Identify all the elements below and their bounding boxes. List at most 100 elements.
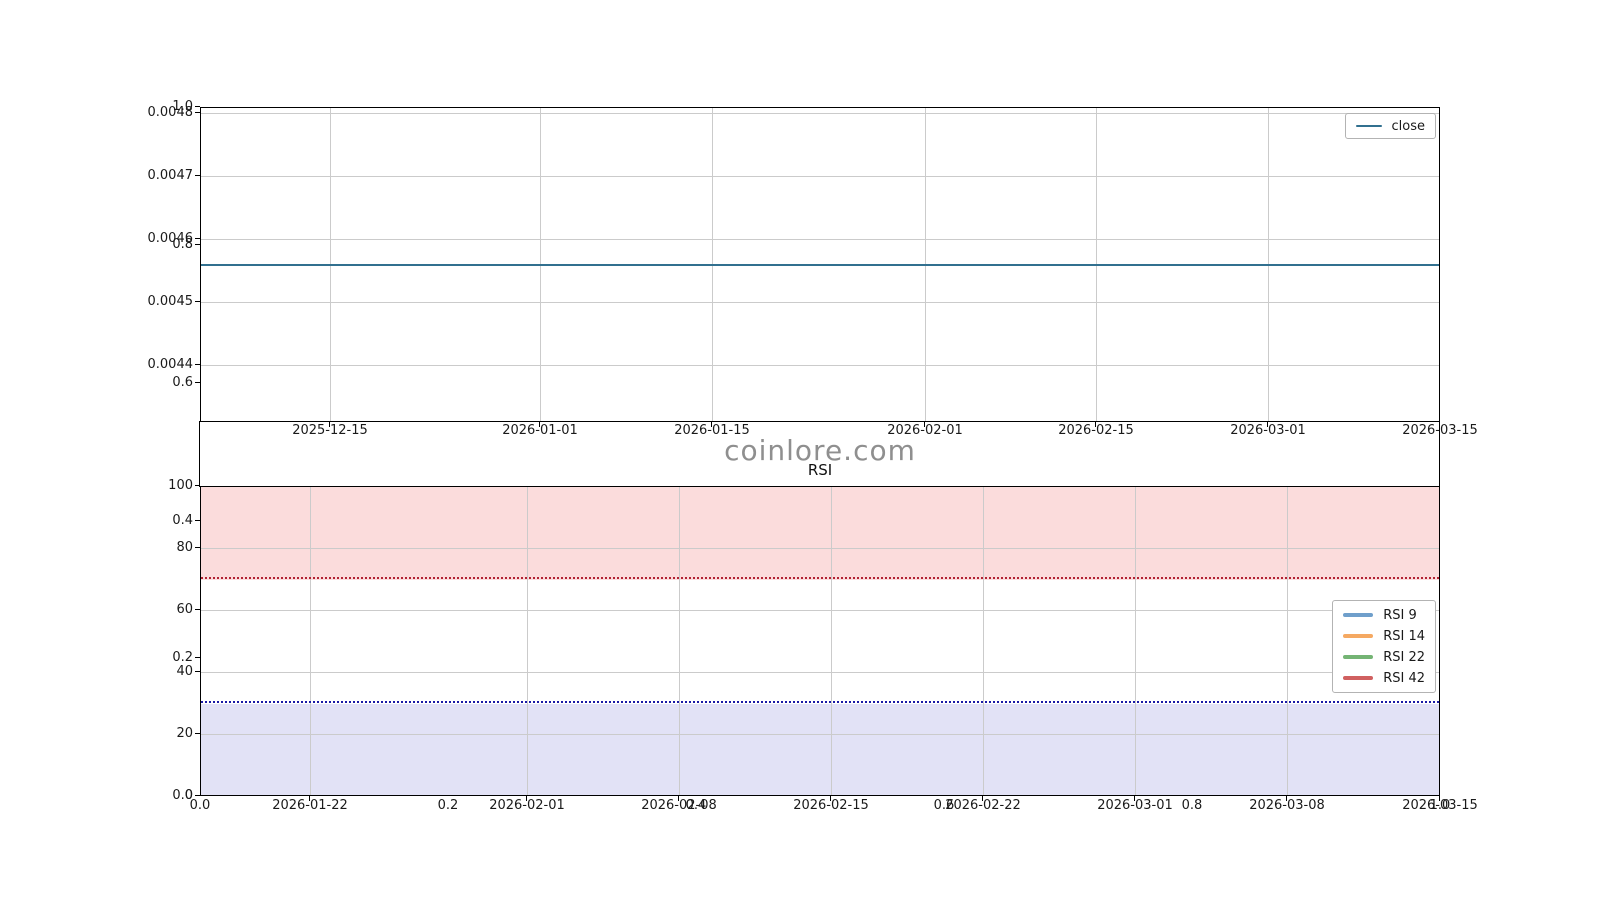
gridline-horizontal — [201, 610, 1439, 611]
price-xtick-label: 2026-03-15 — [1402, 423, 1478, 438]
gridline-vertical — [527, 487, 528, 795]
tick-mark — [711, 422, 713, 427]
tick-mark — [195, 609, 200, 611]
gridline-horizontal — [201, 672, 1439, 673]
tick-mark — [195, 175, 200, 177]
rsi42-legend-label: RSI 42 — [1383, 670, 1425, 686]
tick-mark — [195, 733, 200, 735]
overbought-threshold-line — [201, 577, 1439, 579]
tick-mark — [982, 796, 984, 801]
rsi-xtick-label: 2026-02-15 — [793, 798, 869, 813]
tick-mark — [195, 238, 200, 240]
gridline-horizontal — [201, 302, 1439, 303]
rsi-legend-entry: RSI 22 — [1343, 649, 1425, 665]
overlay-xtick-label: 1.0 — [1429, 798, 1451, 813]
overlay-left-spine — [199, 421, 201, 487]
price-xtick-label: 2025-12-15 — [292, 423, 368, 438]
oversold-band — [201, 704, 1439, 795]
rsi42-legend-line-swatch — [1343, 676, 1374, 680]
tick-mark — [195, 520, 200, 522]
tick-mark — [678, 796, 680, 801]
tick-mark — [309, 796, 311, 801]
rsi-xtick-label: 2026-03-15 — [1402, 798, 1478, 813]
gridline-vertical — [679, 487, 680, 795]
watermark-text: coinlore.com — [724, 434, 916, 467]
overlay-ytick-label: 0.8 — [172, 237, 193, 252]
close-price-line — [201, 264, 1439, 266]
tick-mark — [195, 301, 200, 303]
overlay-xtick-label: 0.4 — [685, 798, 707, 813]
tick-mark — [195, 657, 200, 659]
rsi9-legend-label: RSI 9 — [1383, 607, 1417, 623]
close-legend-label: close — [1391, 118, 1425, 134]
overlay-ytick-label: 0.2 — [172, 650, 193, 665]
tick-mark — [195, 795, 200, 797]
tick-mark — [195, 671, 200, 673]
gridline-vertical — [983, 487, 984, 795]
price-xtick-label: 2026-01-01 — [502, 423, 578, 438]
rsi-xtick-label: 2026-02-08 — [641, 798, 717, 813]
close-legend-line-swatch — [1355, 125, 1382, 127]
tick-mark — [195, 547, 200, 549]
tick-mark — [195, 244, 200, 246]
overlay-right-spine — [1438, 421, 1440, 487]
tick-mark — [1095, 422, 1097, 427]
tick-mark — [924, 422, 926, 427]
price-ytick-label: 0.0047 — [147, 168, 194, 183]
gridline-horizontal — [201, 239, 1439, 240]
price-ytick-label: 0.0048 — [147, 105, 194, 120]
tick-mark — [830, 796, 832, 801]
rsi9-legend-line-swatch — [1343, 613, 1374, 617]
overlay-ytick-label: 0.4 — [172, 513, 193, 528]
tick-mark — [1267, 422, 1269, 427]
rsi-ytick-label: 100 — [168, 478, 193, 493]
gridline-horizontal — [201, 548, 1439, 549]
tick-mark — [195, 382, 200, 384]
rsi-ytick-label: 80 — [176, 540, 193, 555]
rsi-ytick-label: 0 — [184, 788, 193, 803]
rsi-xtick-label: 2026-02-22 — [945, 798, 1021, 813]
gridline-vertical — [310, 487, 311, 795]
rsi-xtick-label: 2026-03-01 — [1097, 798, 1173, 813]
price-xtick-label: 2026-03-01 — [1230, 423, 1306, 438]
gridline-vertical — [1287, 487, 1288, 795]
rsi-ytick-label: 60 — [176, 602, 193, 617]
overbought-band — [201, 487, 1439, 580]
rsi-chart-plot-area: RSI 9 RSI 14 RSI 22 RSI 42 — [200, 486, 1440, 796]
tick-mark — [539, 422, 541, 427]
tick-mark — [1286, 796, 1288, 801]
tick-mark — [195, 106, 200, 108]
rsi-legend-entry: RSI 42 — [1343, 670, 1425, 686]
gridline-horizontal — [201, 734, 1439, 735]
tick-mark — [526, 796, 528, 801]
overlay-xtick-label: 0.8 — [1181, 798, 1203, 813]
rsi-xtick-label: 2026-03-08 — [1249, 798, 1325, 813]
rsi-xtick-label: 2026-01-22 — [272, 798, 348, 813]
overlay-xtick-label: 0.2 — [437, 798, 459, 813]
oversold-threshold-line — [201, 701, 1439, 703]
overlay-ytick-label: 1.0 — [172, 99, 193, 114]
rsi-chart-title: RSI — [807, 461, 833, 479]
gridline-horizontal — [201, 365, 1439, 366]
overlay-ytick-label: 0.6 — [172, 375, 193, 390]
price-xtick-label: 2026-02-01 — [887, 423, 963, 438]
price-ytick-label: 0.0045 — [147, 294, 194, 309]
gridline-vertical — [1135, 487, 1136, 795]
overlay-xtick-label: 0.0 — [189, 798, 211, 813]
rsi14-legend-label: RSI 14 — [1383, 628, 1425, 644]
tick-mark — [329, 422, 331, 427]
price-xtick-label: 2026-01-15 — [674, 423, 750, 438]
overlay-ytick-label: 0.0 — [172, 788, 193, 803]
price-legend: close — [1344, 113, 1436, 139]
price-ytick-label: 0.0046 — [147, 231, 194, 246]
price-ytick-label: 0.0044 — [147, 357, 194, 372]
rsi14-legend-line-swatch — [1343, 634, 1374, 638]
rsi-xtick-label: 2026-02-01 — [489, 798, 565, 813]
gridline-horizontal — [201, 176, 1439, 177]
rsi-ytick-label: 20 — [176, 726, 193, 741]
price-chart-plot-area: close — [200, 107, 1440, 422]
gridline-vertical — [831, 487, 832, 795]
rsi-legend: RSI 9 RSI 14 RSI 22 RSI 42 — [1332, 600, 1436, 693]
tick-mark — [1134, 796, 1136, 801]
